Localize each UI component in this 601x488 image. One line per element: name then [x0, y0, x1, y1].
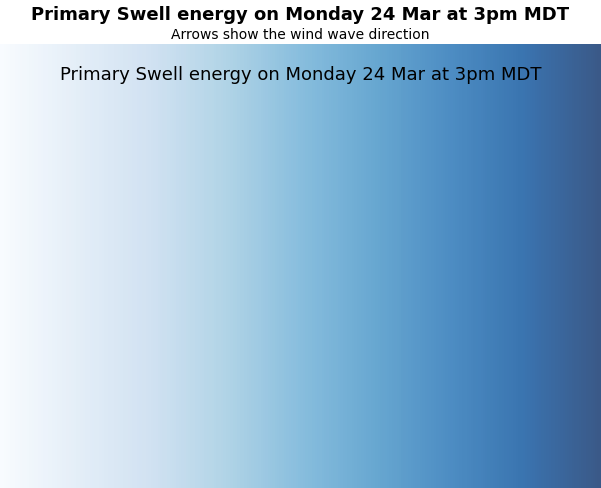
Text: Primary Swell energy on Monday 24 Mar at 3pm MDT: Primary Swell energy on Monday 24 Mar at… [59, 66, 542, 84]
Text: Primary Swell energy on Monday 24 Mar at 3pm MDT: Primary Swell energy on Monday 24 Mar at… [31, 6, 570, 24]
Text: Arrows show the wind wave direction: Arrows show the wind wave direction [171, 28, 430, 42]
